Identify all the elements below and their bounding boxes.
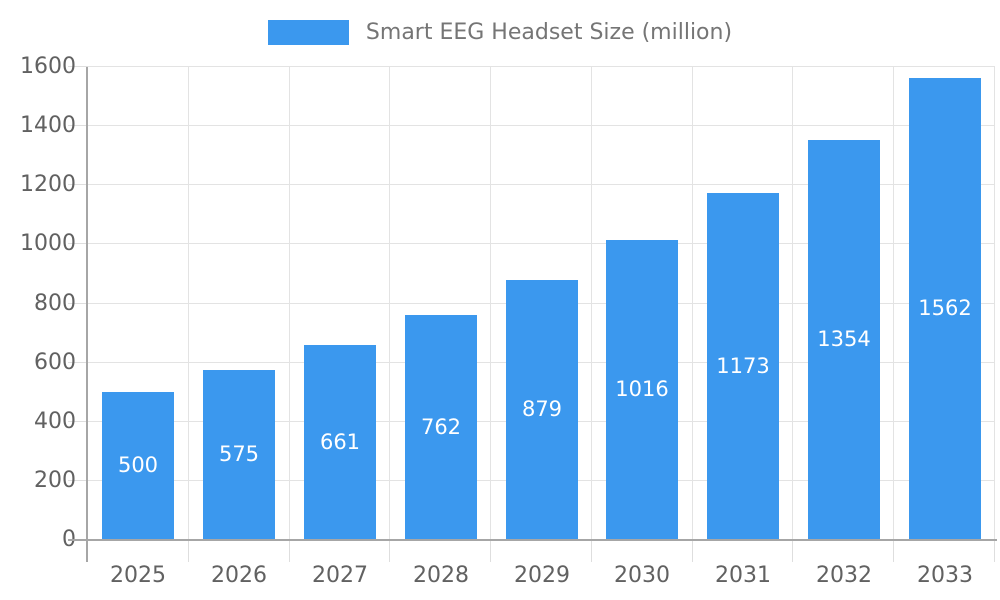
bar-value-label: 1354 <box>817 327 871 351</box>
x-gridline <box>591 67 592 540</box>
x-axis-tick-label: 2025 <box>110 563 166 588</box>
bar[interactable]: 879 <box>506 280 578 539</box>
y-axis-tick-label: 200 <box>34 468 76 493</box>
y-axis-tick-label: 800 <box>34 291 76 316</box>
x-gridline <box>994 67 995 540</box>
x-tick <box>389 539 390 562</box>
bar[interactable]: 1562 <box>909 78 981 539</box>
bar[interactable]: 1354 <box>808 140 880 539</box>
y-tick <box>68 66 88 67</box>
y-tick <box>68 184 88 185</box>
x-gridline <box>893 67 894 540</box>
bar-value-label: 879 <box>521 397 563 421</box>
bar[interactable]: 661 <box>304 345 376 539</box>
y-tick <box>68 421 88 422</box>
x-axis-tick-label: 2029 <box>514 563 570 588</box>
x-tick <box>591 539 592 562</box>
x-tick <box>692 539 693 562</box>
x-axis-line <box>68 539 997 541</box>
x-gridline <box>490 67 491 540</box>
x-gridline <box>792 67 793 540</box>
y-axis-tick-label: 1000 <box>20 231 76 256</box>
bar-value-label: 1173 <box>716 353 770 378</box>
y-tick <box>68 125 88 126</box>
bar-value-label: 575 <box>218 442 260 466</box>
x-axis-tick-label: 2027 <box>312 563 368 588</box>
x-gridline <box>692 67 693 540</box>
x-tick <box>188 539 189 562</box>
bar[interactable]: 500 <box>102 392 174 539</box>
legend-label: Smart EEG Headset Size (million) <box>365 19 733 45</box>
legend-swatch-icon <box>267 19 349 45</box>
y-axis-tick-label: 400 <box>34 409 76 434</box>
bar-value-label: 500 <box>117 453 159 477</box>
x-axis-tick-label: 2030 <box>614 563 670 588</box>
x-gridline <box>188 67 189 540</box>
y-axis-tick-label: 600 <box>34 350 76 375</box>
y-axis-tick-label: 0 <box>62 527 76 552</box>
y-gridline <box>88 184 995 185</box>
x-axis-tick-label: 2033 <box>917 563 973 588</box>
legend[interactable]: Smart EEG Headset Size (million) <box>0 17 1000 47</box>
bar-value-label: 1016 <box>615 377 669 401</box>
x-tick <box>289 539 290 562</box>
x-axis-tick-label: 2026 <box>211 563 267 588</box>
x-gridline <box>289 67 290 540</box>
x-gridline <box>389 67 390 540</box>
x-axis-tick-label: 2028 <box>413 563 469 588</box>
y-tick <box>68 303 88 304</box>
x-tick <box>893 539 894 562</box>
y-axis-tick-label: 1400 <box>20 113 76 138</box>
x-tick <box>792 539 793 562</box>
x-axis-tick-label: 2032 <box>816 563 872 588</box>
y-axis-tick-label: 1600 <box>20 54 76 79</box>
bar-value-label: 1562 <box>918 296 972 320</box>
y-gridline <box>88 125 995 126</box>
y-axis-line <box>86 67 88 562</box>
bar-value-label: 762 <box>420 414 462 439</box>
y-gridline <box>88 66 995 67</box>
y-gridline <box>88 243 995 244</box>
bar[interactable]: 762 <box>405 315 477 539</box>
bar[interactable]: 575 <box>203 370 275 539</box>
bar[interactable]: 1173 <box>707 193 779 539</box>
x-tick <box>994 539 995 562</box>
x-axis-tick-label: 2031 <box>715 563 771 588</box>
bar-value-label: 661 <box>319 429 361 454</box>
bar[interactable]: 1016 <box>606 240 678 539</box>
y-axis-tick-label: 1200 <box>20 172 76 197</box>
x-tick <box>490 539 491 562</box>
y-tick <box>68 243 88 244</box>
y-tick <box>68 480 88 481</box>
y-tick <box>68 362 88 363</box>
